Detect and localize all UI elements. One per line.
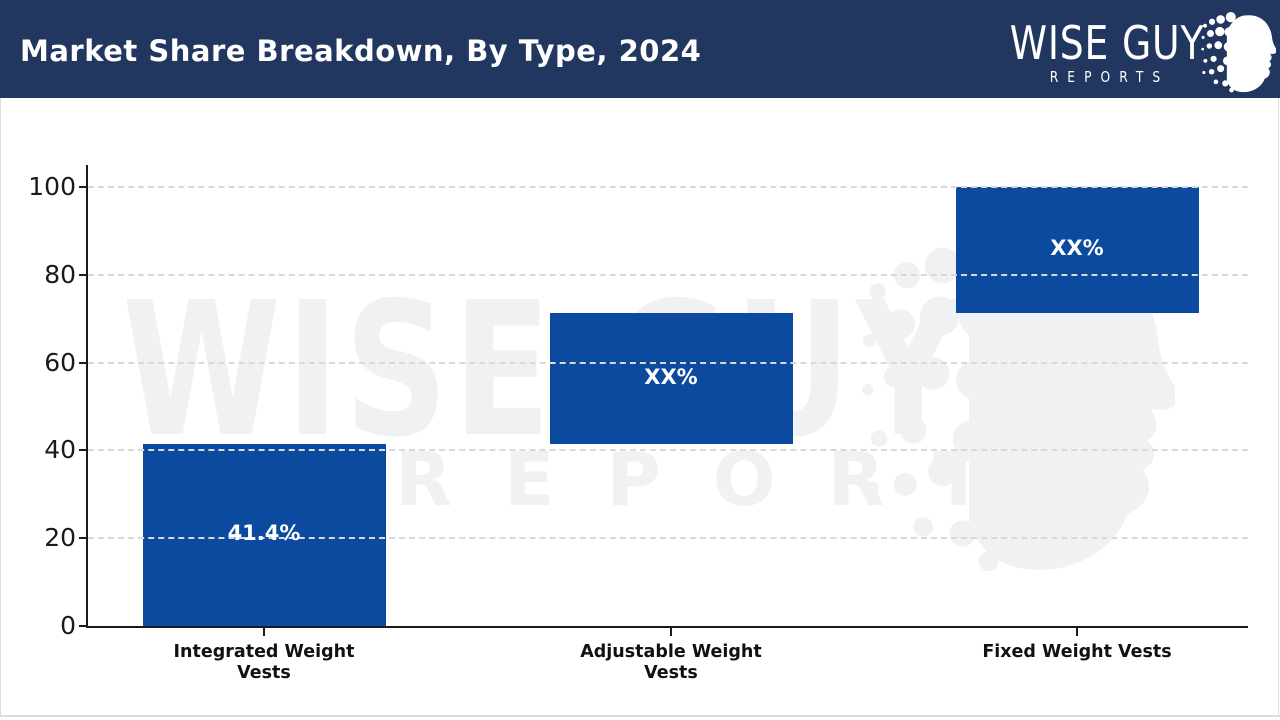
header-bar: Market Share Breakdown, By Type, 2024 WI…	[0, 0, 1280, 98]
logo-text: WISE GUY REPORTS	[1009, 20, 1204, 86]
logo-wordmark: WISE GUY	[1009, 16, 1204, 70]
bottom-edge-line	[0, 715, 1280, 717]
y-tick-100	[79, 186, 87, 188]
x-tick-2	[670, 628, 672, 636]
y-tick-label-40: 40	[44, 435, 76, 465]
gridline-60	[88, 361, 1248, 364]
y-tick-label-60: 60	[44, 347, 76, 377]
bar-2	[549, 313, 793, 445]
bar-3	[955, 187, 1199, 314]
y-axis-line	[86, 165, 88, 628]
x-axis-line	[86, 626, 1248, 628]
y-tick-label-100: 100	[28, 172, 76, 201]
y-tick-40	[79, 449, 87, 452]
bar-label-2: XX%	[644, 364, 698, 389]
logo-subtext: REPORTS	[1049, 68, 1169, 86]
y-tick-0	[79, 625, 87, 627]
y-tick-80	[79, 273, 87, 276]
y-tick-60	[79, 361, 87, 364]
gridline-80	[88, 273, 1248, 276]
page-title: Market Share Breakdown, By Type, 2024	[20, 34, 702, 68]
bar-label-1: 41.4%	[227, 521, 301, 546]
left-edge-line	[0, 98, 1, 717]
gridline-100	[88, 186, 1248, 188]
watermark-wordmark: WISE GUY	[122, 262, 966, 478]
x-tick-label-1: Integrated Weight Vests	[173, 642, 355, 683]
x-tick-label-2: Adjustable Weight Vests	[580, 642, 762, 683]
x-tick-label-3: Fixed Weight Vests	[982, 642, 1172, 662]
bar-1	[142, 444, 386, 626]
y-tick-label-0: 0	[60, 611, 76, 640]
dotted-face-icon	[1201, 12, 1276, 93]
right-edge-line	[1278, 98, 1279, 717]
y-tick-20	[79, 537, 87, 540]
gridline-20	[88, 537, 1248, 540]
y-tick-label-20: 20	[44, 523, 76, 553]
chart-area: WISE GUY REPORTS 0 20 40 60 80 100 41.4% Integr…	[0, 98, 1280, 720]
x-tick-3	[1076, 628, 1078, 636]
y-tick-label-80: 80	[44, 259, 76, 289]
gridline-40	[88, 449, 1248, 452]
x-tick-1	[263, 628, 265, 636]
wise-guy-reports-logo: WISE GUY REPORTS	[1009, 4, 1276, 96]
bar-label-3: XX%	[1050, 236, 1104, 261]
